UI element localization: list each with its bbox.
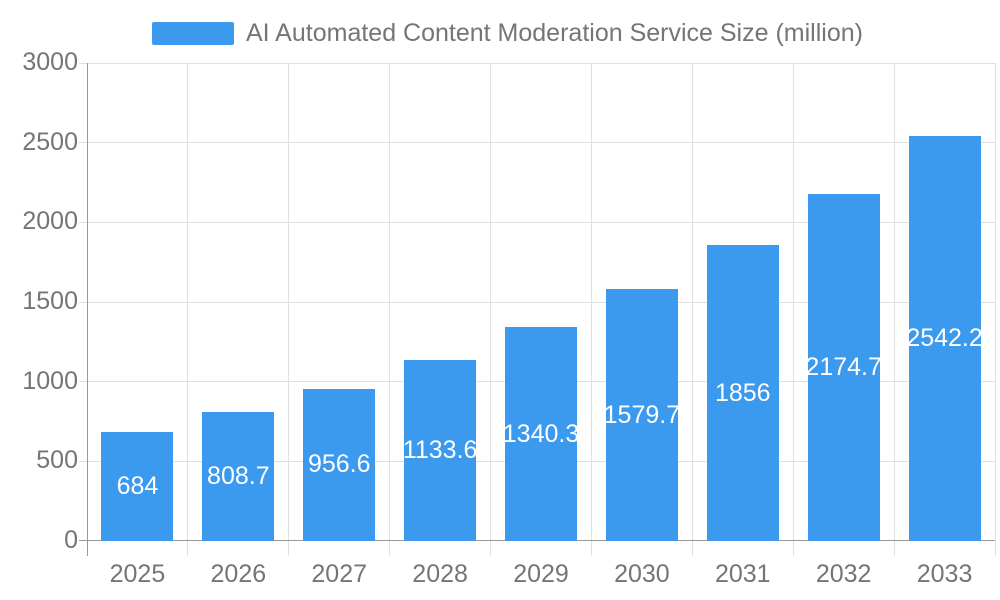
bar[interactable]: 1856 <box>706 245 779 541</box>
grid-line-h <box>79 142 995 144</box>
grid-line-v <box>389 63 391 556</box>
plot-area: 0 500 1000 1500 2000 2500 3000 684 2025 808.7 2026… <box>22 48 996 588</box>
y-tick-label: 500 <box>36 446 78 475</box>
legend-swatch <box>152 22 234 45</box>
y-tick-label: 2500 <box>22 127 78 156</box>
grid-line-v <box>691 63 693 556</box>
bar[interactable]: 2542.2 <box>906 135 983 541</box>
bar-value-label: 1340.3 <box>502 419 580 448</box>
bar-value-label: 1579.7 <box>603 400 681 429</box>
bar-value-label: 956.6 <box>307 450 371 479</box>
y-tick-label: 0 <box>64 526 78 554</box>
grid-line-h <box>79 301 995 303</box>
grid-line-v <box>187 63 189 556</box>
grid-line-v <box>288 63 290 556</box>
y-axis-line <box>87 63 88 556</box>
x-tick-label: 2032 <box>815 560 872 588</box>
grid-line-v <box>994 63 996 556</box>
y-tick-label: 3000 <box>22 48 78 76</box>
bar-value-label: 1856 <box>714 378 771 407</box>
bar[interactable]: 1133.6 <box>402 360 478 541</box>
bar-value-label: 684 <box>116 472 159 500</box>
grid-line-v <box>792 63 794 556</box>
bar[interactable]: 1579.7 <box>603 289 681 541</box>
bar[interactable]: 956.6 <box>303 388 376 541</box>
x-tick-label: 2031 <box>714 560 771 588</box>
bar-value-label: 1133.6 <box>402 436 478 465</box>
grid-line-h <box>79 221 995 223</box>
grid-line-h <box>79 62 995 64</box>
bar-value-label: 2174.7 <box>805 353 882 382</box>
bar[interactable]: 1340.3 <box>502 327 580 541</box>
y-tick-label: 2000 <box>22 207 78 236</box>
bar[interactable]: 684 <box>101 432 174 541</box>
grid-line-v <box>893 63 895 556</box>
bar[interactable]: 2174.7 <box>805 194 882 541</box>
grid-line-v <box>590 63 592 556</box>
legend[interactable]: AI Automated Content Moderation Service … <box>152 19 863 48</box>
y-tick-label: 1500 <box>22 287 78 315</box>
bar[interactable]: 808.7 <box>202 412 275 541</box>
x-tick-label: 2033 <box>916 560 973 588</box>
bar-value-label: 808.7 <box>207 462 270 491</box>
x-tick-label: 2027 <box>311 560 368 588</box>
x-tick-label: 2030 <box>614 560 670 588</box>
bar-value-label: 2542.2 <box>906 323 983 352</box>
x-tick-label: 2029 <box>513 560 569 588</box>
x-tick-label: 2028 <box>412 560 468 588</box>
x-tick-label: 2025 <box>109 560 166 588</box>
y-tick-label: 1000 <box>22 366 78 395</box>
legend-label: AI Automated Content Moderation Service … <box>246 19 863 47</box>
x-tick-label: 2026 <box>210 560 267 588</box>
grid-line-v <box>490 63 492 556</box>
